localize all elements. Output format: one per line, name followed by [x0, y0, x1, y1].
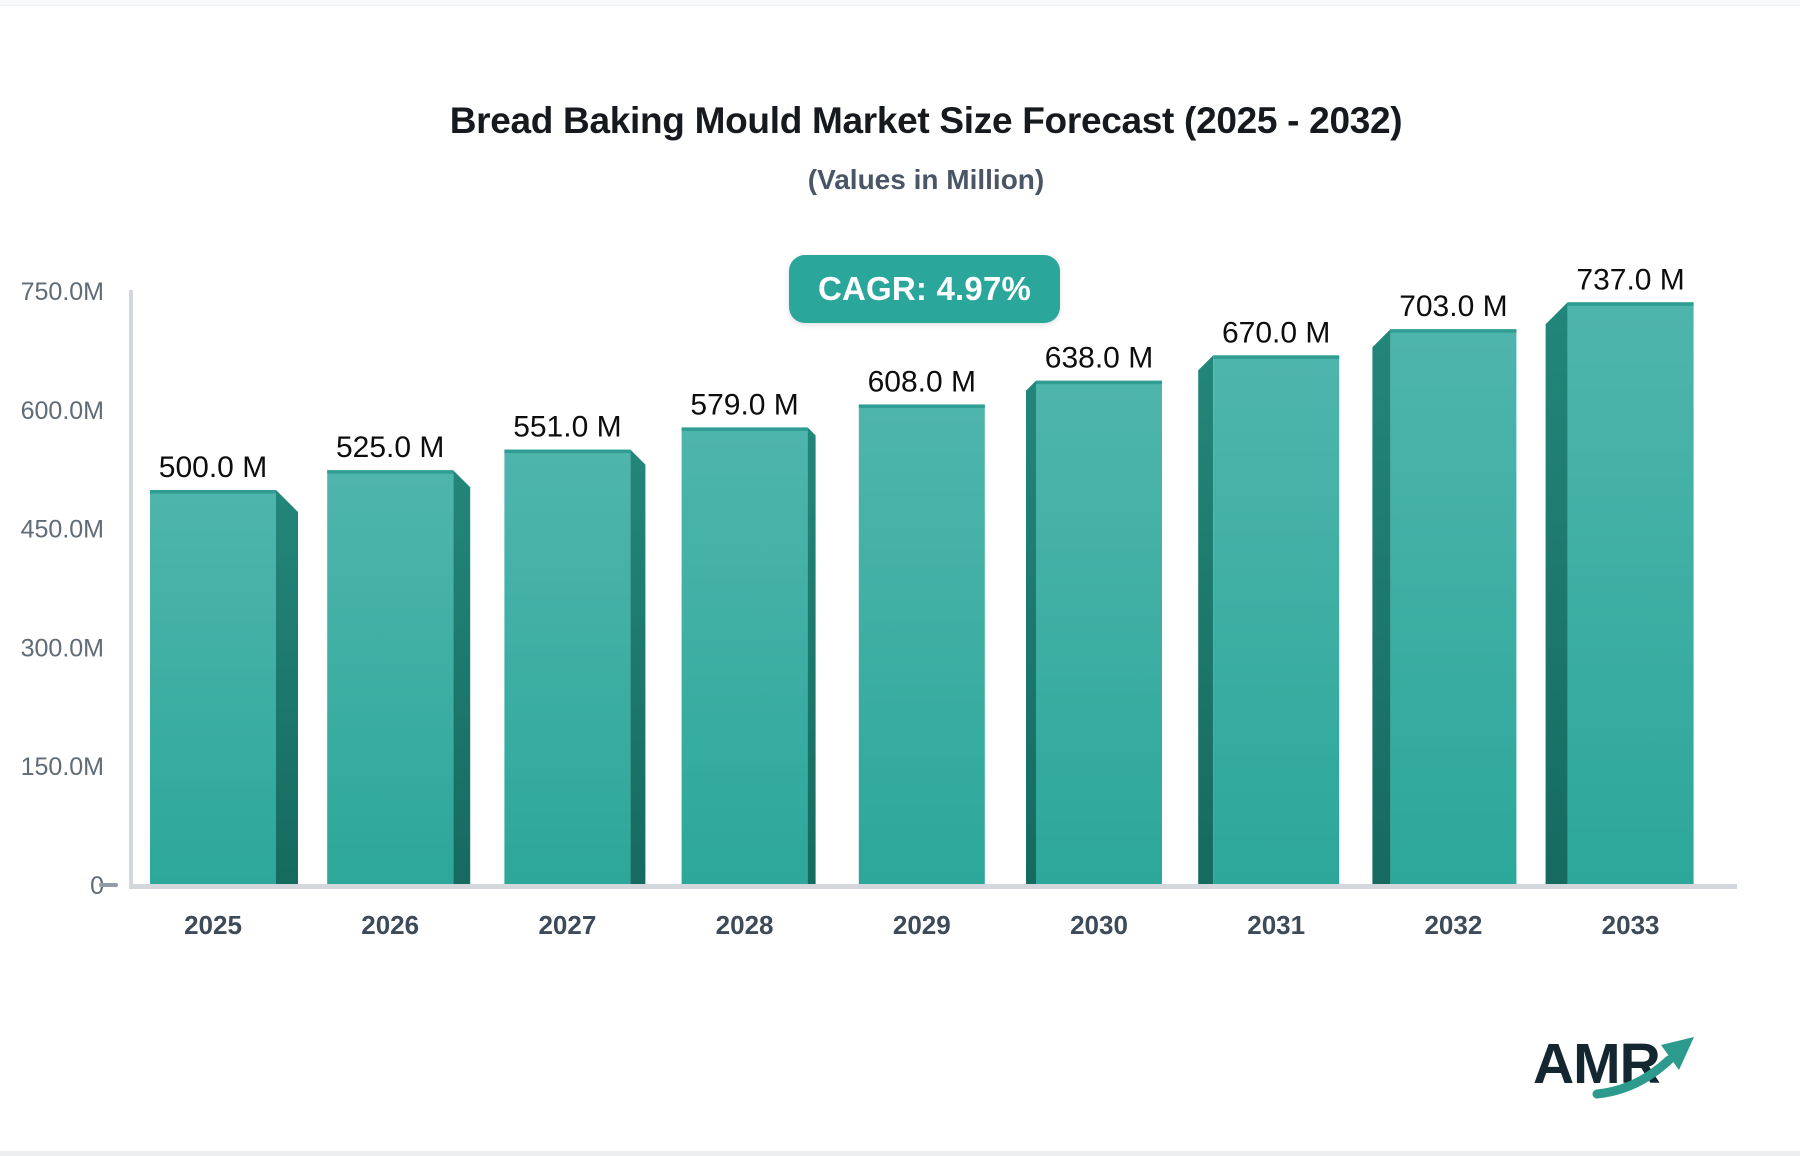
bar-top-edge — [504, 449, 631, 454]
y-axis-label: 750.0M — [21, 278, 104, 306]
bar-side-face — [1372, 329, 1391, 886]
bar-top-edge — [1213, 355, 1340, 359]
bar-top-edge — [1390, 329, 1517, 333]
bar-side-face — [453, 470, 471, 886]
amr-logo: AMR — [1533, 1036, 1713, 1108]
x-axis-label: 2032 — [1424, 910, 1482, 940]
bar-value-label: 500.0 M — [159, 451, 267, 484]
x-axis-label: 2033 — [1602, 910, 1660, 940]
bar-side-face — [630, 449, 646, 886]
bar-side-face — [1026, 380, 1036, 886]
bar-2025[interactable] — [150, 490, 298, 886]
bar-value-label: 703.0 M — [1399, 290, 1507, 323]
x-axis-label: 2025 — [184, 910, 242, 940]
cagr-badge: CAGR: 4.97% — [789, 255, 1060, 323]
bar-value-label: 638.0 M — [1045, 342, 1153, 375]
y-axis-label: 450.0M — [21, 516, 104, 544]
cagr-badge-label: CAGR: 4.97% — [817, 270, 1032, 307]
x-axis-label: 2029 — [893, 910, 951, 940]
y-axis-label: 150.0M — [21, 753, 104, 781]
bar-top-edge — [858, 404, 985, 408]
bar-value-label: 608.0 M — [868, 365, 976, 398]
bar-value-label: 525.0 M — [336, 431, 444, 464]
x-axis-label: 2027 — [538, 910, 596, 940]
bar-front-face — [1567, 302, 1694, 886]
bar-front-face — [327, 470, 454, 886]
bar-side-face — [1198, 355, 1214, 886]
bar-side-face — [276, 490, 298, 886]
bar-front-face — [150, 490, 276, 886]
bar-2027[interactable] — [504, 449, 646, 886]
bar-value-label: 579.0 M — [690, 388, 798, 421]
bar-2032[interactable] — [1372, 329, 1517, 886]
bar-top-edge — [150, 490, 276, 494]
x-axis-line — [129, 884, 1737, 889]
x-axis-label: 2026 — [361, 910, 419, 940]
bar-front-face — [858, 404, 985, 886]
chart-subtitle: (Values in Million) — [807, 164, 1045, 195]
bar-2030[interactable] — [1026, 380, 1162, 886]
bar-front-face — [1390, 329, 1517, 886]
bar-top-edge — [681, 427, 808, 431]
y-axis-label: 300.0M — [21, 634, 104, 662]
x-axis-label: 2031 — [1247, 910, 1305, 940]
y-axis-label: 600.0M — [21, 397, 104, 425]
bar-front-face — [1213, 355, 1340, 886]
chart-title: Bread Baking Mould Market Size Forecast … — [449, 100, 1403, 141]
x-axis-label: 2028 — [716, 910, 774, 940]
card-top-edge — [0, 0, 1800, 6]
bar-side-face — [1545, 302, 1568, 886]
bar-2028[interactable] — [681, 427, 816, 886]
bar-front-face — [681, 427, 808, 886]
bar-front-face — [1036, 380, 1162, 886]
x-axis-label: 2030 — [1070, 910, 1128, 940]
y-axis-line — [129, 290, 133, 888]
bar-top-edge — [1567, 302, 1694, 306]
bar-value-label: 551.0 M — [513, 411, 621, 444]
growth-arrow-icon — [1592, 1037, 1694, 1099]
y-axis-label: 0 — [90, 872, 104, 900]
bar-2031[interactable] — [1198, 355, 1340, 886]
bar-value-label: 737.0 M — [1576, 263, 1684, 296]
bar-side-face — [807, 427, 816, 886]
bar-top-edge — [327, 470, 454, 474]
y-axis-zero-tick — [99, 883, 118, 887]
bar-front-face — [504, 449, 631, 886]
card-bottom-edge — [0, 1151, 1800, 1156]
bar-2033[interactable] — [1545, 302, 1694, 886]
bar-value-label: 670.0 M — [1222, 316, 1330, 349]
bar-2029[interactable] — [858, 404, 985, 886]
bar-top-edge — [1036, 380, 1162, 385]
bar-2026[interactable] — [327, 470, 471, 886]
